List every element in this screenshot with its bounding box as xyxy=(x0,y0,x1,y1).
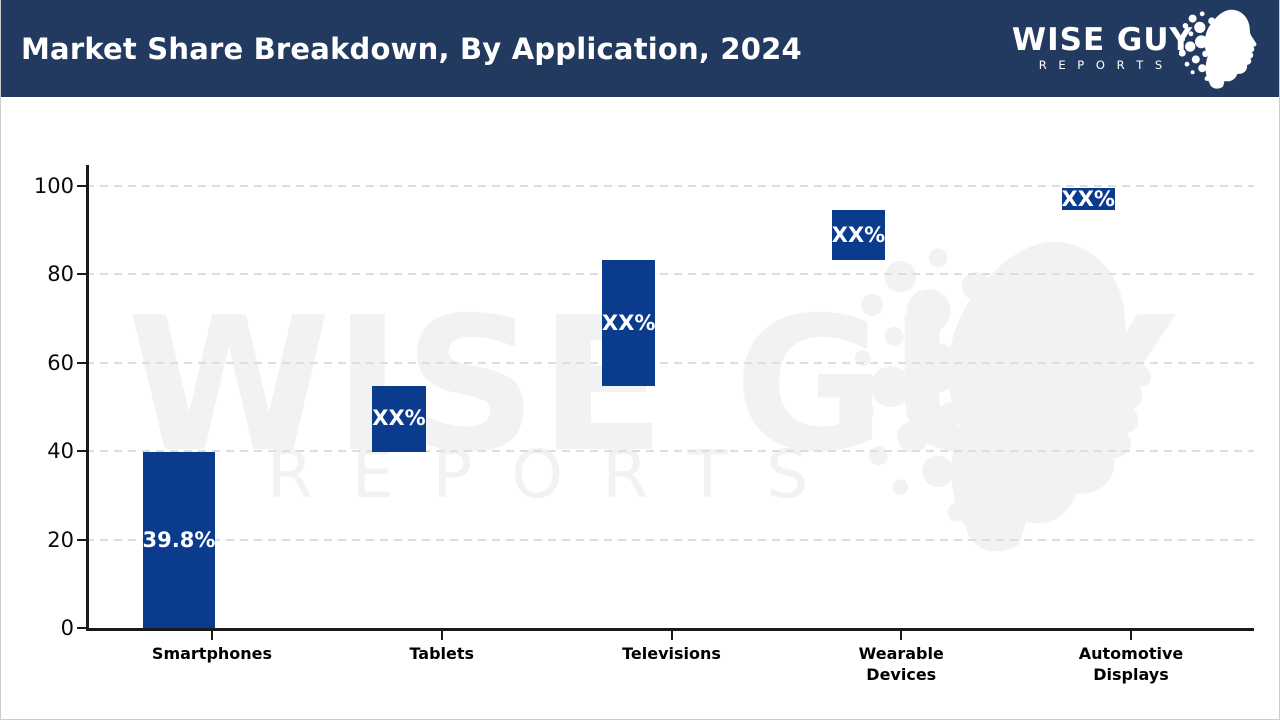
bar-segment: XX% xyxy=(831,210,886,261)
y-gridline xyxy=(86,273,1254,276)
brand-reports-label: R E P O R T S xyxy=(1038,58,1167,73)
y-tick-mark xyxy=(77,450,86,453)
y-tick-mark xyxy=(77,538,86,541)
y-tick-mark xyxy=(77,627,86,629)
y-gridline xyxy=(86,538,1254,541)
y-tick-label: 100 xyxy=(33,174,74,198)
y-gridline xyxy=(86,361,1254,364)
bar-value-label: XX% xyxy=(372,406,426,431)
y-tick-label: 60 xyxy=(47,350,74,375)
bar-segment: XX% xyxy=(602,260,656,386)
brand-logo: WISE GUY R E P O R T S xyxy=(1012,5,1259,93)
y-gridline xyxy=(86,450,1254,453)
y-gridline xyxy=(86,185,1254,187)
x-tick-mark xyxy=(670,631,673,640)
bar-value-label: XX% xyxy=(831,222,886,247)
plot-area: 0 20 40 60 80 100 39.8% Smartphones XX% Tablets XX… xyxy=(34,165,1254,684)
y-tick-mark xyxy=(77,361,86,364)
chart-canvas: WISE GUY R E P O R T S 02040608010039.8%… xyxy=(1,97,1279,719)
x-tick-mark xyxy=(440,631,443,640)
y-tick-label: 40 xyxy=(47,439,74,464)
x-category-label: Wearable Devices xyxy=(858,644,944,684)
y-axis-line xyxy=(86,165,89,628)
y-tick-mark xyxy=(77,273,86,276)
x-category-label: Smartphones xyxy=(151,644,273,663)
x-tick-mark xyxy=(211,631,213,640)
bar-segment: XX% xyxy=(1061,186,1115,211)
brand-name-label: WISE GUY xyxy=(1011,22,1193,59)
header-bar: Market Share Breakdown, By Application, … xyxy=(1,0,1279,97)
bar-segment: XX% xyxy=(372,385,426,453)
y-tick-label: 0 xyxy=(60,616,74,640)
y-tick-label: 80 xyxy=(47,262,74,287)
brand-logo-text: WISE GUY R E P O R T S xyxy=(1012,25,1193,72)
x-axis-line xyxy=(86,628,1254,631)
y-tick-label: 20 xyxy=(47,527,74,552)
bar-value-label: XX% xyxy=(602,310,656,335)
x-category-label: Tablets xyxy=(409,644,475,663)
page-title: Market Share Breakdown, By Application, … xyxy=(21,31,802,66)
x-category-label: Televisions xyxy=(622,644,721,663)
x-category-label: Automotive Displays xyxy=(1078,644,1184,684)
x-tick-mark xyxy=(900,631,903,640)
x-tick-mark xyxy=(1130,631,1132,640)
watermark-reports-text: R E P O R T S xyxy=(267,436,818,513)
bar-value-label: XX% xyxy=(1061,186,1115,211)
bar-value-label: 39.8% xyxy=(142,527,216,552)
bar-segment: 39.8% xyxy=(142,452,216,628)
y-tick-mark xyxy=(77,185,86,187)
